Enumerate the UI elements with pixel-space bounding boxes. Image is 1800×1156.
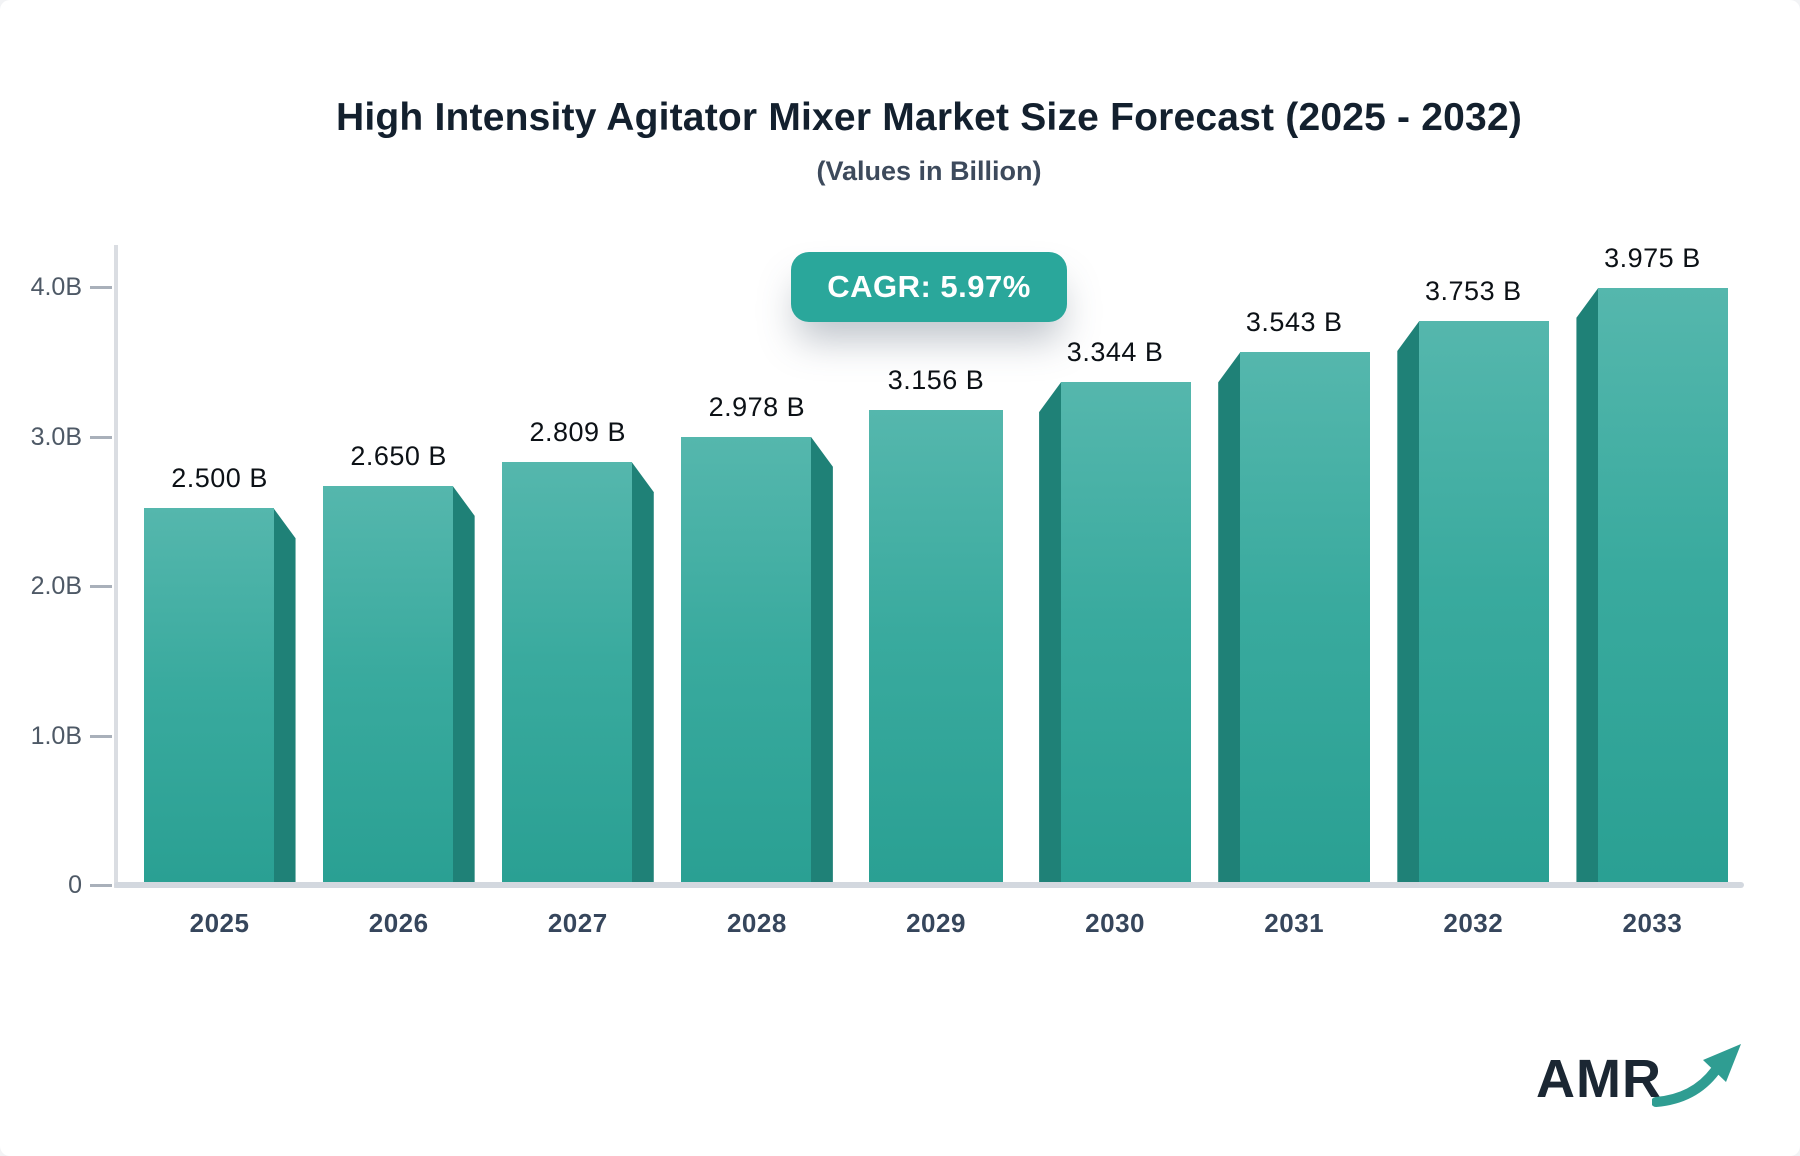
y-axis-label: 3.0B [30,422,82,451]
x-axis-category-label: 2027 [547,908,608,938]
x-axis-category-label: 2028 [726,908,787,938]
bar-slot: 3.975 B 2033 [1563,243,1742,938]
bar-3d-side [1218,352,1241,882]
y-axis-tick [90,585,112,588]
bar-value-label: 3.156 B [887,365,985,396]
x-axis-category-label: 2026 [368,908,429,938]
bar [1397,320,1550,882]
amr-logo: AMR [1536,1036,1748,1109]
y-axis-tick [90,884,112,887]
y-axis-tick [90,734,112,738]
bar [143,508,296,882]
amr-logo-text: AMR [1536,1049,1662,1109]
y-axis-label: 4.0B [30,273,82,301]
chart-header: High Intensity Agitator Mixer Market Siz… [116,96,1742,187]
bar-face [868,410,1003,882]
x-axis-category-label: 2030 [1085,908,1146,938]
y-axis-label: 2.0B [30,572,82,600]
bar-slot: 2.809 B 2027 [488,284,667,938]
bar [1218,352,1371,882]
bar-slot: 2.978 B 2028 [667,284,846,938]
bar-value-label: 3.344 B [1066,337,1164,368]
bar [501,462,654,882]
y-axis-label: 0 [68,871,82,899]
cagr-badge-wrap: CAGR: 5.97% [116,252,1742,322]
bar [1039,382,1192,882]
bar [1576,287,1729,882]
bar-3d-side [1039,382,1062,882]
bar-slot: 3.753 B 2032 [1384,276,1563,938]
bar-value-label: 3.975 B [1604,242,1701,273]
bars-row: 2.500 B 2025 2.650 B 2026 2.809 B 2027 2… [130,243,1742,938]
bar-value-label: 2.500 B [171,463,268,494]
bar-value-label: 2.650 B [350,440,447,471]
x-axis-category-label: 2032 [1443,908,1504,938]
bar-3d-side [452,485,475,882]
bar-face [322,485,453,882]
bar [322,485,475,882]
bar-face [1598,287,1729,882]
bar-value-label: 3.753 B [1425,275,1522,306]
bar-3d-side [1576,287,1599,882]
bar-slot: 2.500 B 2025 [130,284,309,938]
x-axis-category-label: 2033 [1622,908,1683,938]
bar-value-label: 2.809 B [529,417,627,448]
growth-arrow-icon [1652,1044,1741,1107]
y-axis-line [114,245,118,888]
bar-3d-side [631,462,654,882]
bar-face [1240,352,1371,882]
x-axis-baseline [114,882,1744,888]
bar-value-label: 2.978 B [708,391,806,422]
bar-slot: 3.543 B 2031 [1205,284,1384,938]
bar-face [501,462,632,882]
y-axis-label: 1.0B [30,721,82,750]
bar [868,410,1003,882]
bar-slot: 2.650 B 2026 [309,284,488,938]
bar-3d-side [273,508,296,882]
bar-slot: 3.156 B 2029 [846,284,1025,938]
bar-chart-plot: 0 1.0B 2.0B 3.0B 4.0B 2.500 B 2025 2.650 B 2… [0,243,1800,938]
y-axis-tick [90,435,112,439]
bar-value-label: 3.543 B [1245,307,1343,338]
bar-3d-side [810,436,833,882]
bar-face [143,508,274,882]
bar-face [1061,382,1192,882]
x-axis-category-label: 2029 [906,908,966,938]
bar-slot: 3.344 B 2030 [1026,284,1205,938]
y-axis-tick [90,286,112,289]
chart-title: High Intensity Agitator Mixer Market Siz… [335,96,1523,139]
x-axis-category-label: 2031 [1264,908,1325,938]
cagr-badge: CAGR: 5.97% [791,252,1067,322]
bar-face [680,436,811,882]
bar-3d-side [1397,320,1420,882]
bar-face [1419,320,1550,882]
chart-subtitle: (Values in Billion) [816,156,1042,186]
x-axis-category-label: 2025 [189,908,250,938]
bar [680,436,833,882]
